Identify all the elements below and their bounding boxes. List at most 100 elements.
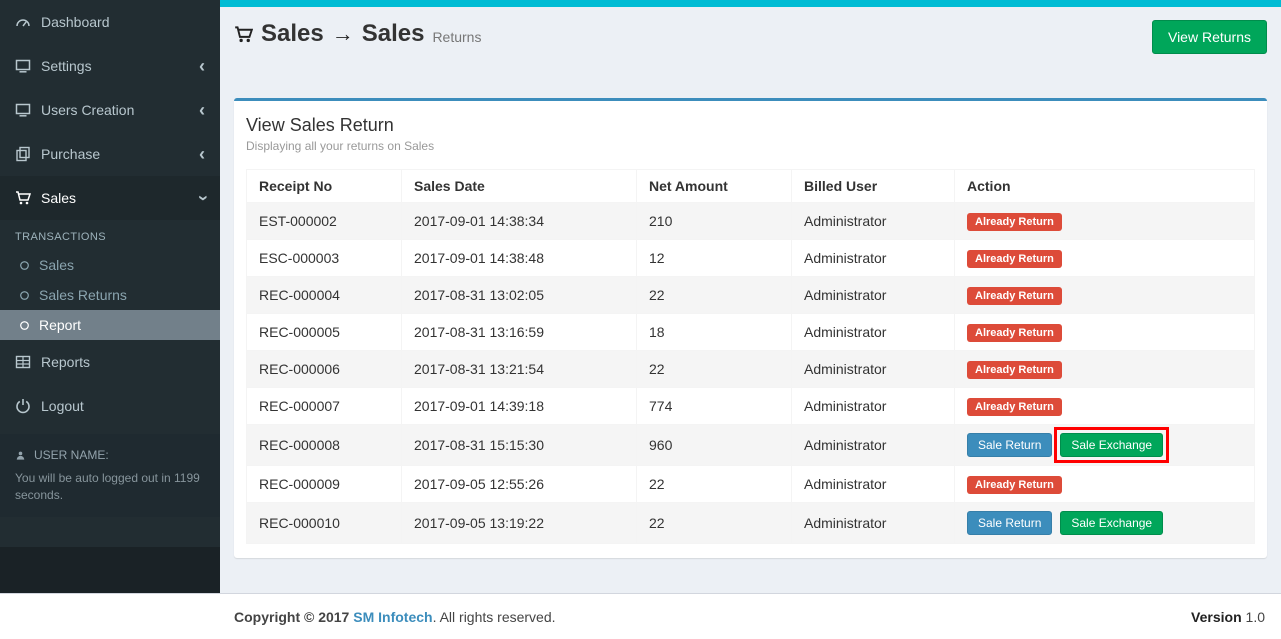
cell-billed-user: Administrator [791, 276, 955, 314]
cell-receipt-no: EST-000002 [246, 202, 402, 240]
copyright-text: Copyright © 2017 SM Infotech. All rights… [234, 609, 556, 625]
cell-sales-date: 2017-09-01 14:39:18 [401, 387, 637, 425]
cell-net-amount: 12 [636, 239, 792, 277]
table-header-row: Receipt No Sales Date Net Amount Billed Use… [246, 169, 1255, 203]
company-link[interactable]: SM Infotech [353, 608, 433, 625]
cell-receipt-no: ESC-000003 [246, 239, 402, 277]
cell-action: Already Return [954, 202, 1255, 240]
cart-icon [234, 25, 253, 44]
cell-net-amount: 210 [636, 202, 792, 240]
sidebar-footer-strip [0, 547, 220, 593]
cell-billed-user: Administrator [791, 387, 955, 425]
cell-receipt-no: REC-000009 [246, 465, 402, 503]
card-subtitle: Displaying all your returns on Sales [246, 139, 435, 153]
sidebar-item-settings[interactable]: Settings ‹ [0, 44, 220, 88]
column-header: Receipt No [246, 169, 402, 203]
transactions-section-header: TRANSACTIONS [15, 231, 106, 243]
already-return-badge: Already Return [967, 323, 1062, 342]
cell-action: Already Return [954, 387, 1255, 425]
sidebar-item-label: Logout [41, 398, 84, 414]
cell-billed-user: Administrator [791, 424, 955, 466]
cell-receipt-no: REC-000008 [246, 424, 402, 466]
cell-billed-user: Administrator [791, 202, 955, 240]
table-row: REC-000006 2017-08-31 13:21:54 22 Administr… [246, 350, 1255, 388]
sidebar-subitem-label: Sales [39, 257, 75, 273]
table-row: REC-000009 2017-09-05 12:55:26 22 Administr… [246, 465, 1255, 503]
already-return-badge: Already Return [967, 286, 1062, 305]
cell-net-amount: 22 [636, 502, 792, 544]
topbar-accent [220, 0, 1281, 7]
dashboard-icon [15, 14, 31, 30]
card-title: View Sales Return [246, 115, 394, 135]
cart-icon [15, 190, 31, 206]
cell-billed-user: Administrator [791, 350, 955, 388]
circle-icon [19, 290, 30, 301]
already-return-badge: Already Return [967, 249, 1062, 268]
cell-sales-date: 2017-08-31 15:15:30 [401, 424, 637, 466]
sales-returns-table: Receipt No Sales Date Net Amount Billed Use… [246, 169, 1255, 544]
chevron-left-icon: ‹ [199, 100, 205, 120]
table-row: ESC-000003 2017-09-01 14:38:48 12 Administr… [246, 239, 1255, 277]
cell-net-amount: 960 [636, 424, 792, 466]
arrow-right-icon: → [331, 21, 354, 46]
cell-billed-user: Administrator [791, 465, 955, 503]
cell-billed-user: Administrator [791, 239, 955, 277]
already-return-badge: Already Return [967, 212, 1062, 231]
table-row: REC-000008 2017-08-31 15:15:30 960 Administ… [246, 424, 1255, 466]
already-return-badge: Already Return [967, 360, 1062, 379]
sidebar-item-dashboard[interactable]: Dashboard [0, 0, 220, 44]
cell-action: Sale Return Sale Exchange [954, 502, 1255, 544]
circle-icon [19, 260, 30, 271]
cell-sales-date: 2017-09-05 13:19:22 [401, 502, 637, 544]
sale-return-button[interactable]: Sale Return [967, 433, 1053, 457]
copyright-suffix: . All rights reserved. [432, 608, 556, 625]
breadcrumb-sales[interactable]: Sales [261, 20, 324, 47]
cell-action: Already Return [954, 313, 1255, 351]
main-content: Sales → Sales Returns View Returns View … [220, 0, 1281, 593]
sidebar-subitem-report[interactable]: Report [0, 310, 220, 340]
auto-logout-notice: You will be auto logged out in 1199 seco… [15, 471, 200, 503]
cell-receipt-no: REC-000005 [246, 313, 402, 351]
user-panel: USER NAME: You will be auto logged out i… [0, 434, 220, 517]
sale-exchange-button[interactable]: Sale Exchange [1060, 511, 1164, 535]
column-header: Action [954, 169, 1255, 203]
user-icon [15, 450, 26, 461]
version-value: 1.0 [1245, 608, 1265, 625]
cell-receipt-no: REC-000006 [246, 350, 402, 388]
view-returns-button[interactable]: View Returns [1151, 20, 1267, 54]
cell-action: Already Return [954, 350, 1255, 388]
chevron-down-icon: ‹ [192, 195, 212, 201]
table-row: REC-000005 2017-08-31 13:16:59 18 Administr… [246, 313, 1255, 351]
cell-action: Sale Return Sale Exchange [954, 424, 1255, 466]
copy-icon [15, 146, 31, 162]
sale-return-button[interactable]: Sale Return [967, 511, 1053, 535]
breadcrumb-returns-small: Returns [432, 29, 482, 45]
breadcrumb-sales-returns: Sales [361, 20, 425, 47]
cell-net-amount: 22 [636, 350, 792, 388]
sale-exchange-button[interactable]: Sale Exchange [1060, 433, 1164, 457]
sidebar-item-label: Settings [41, 58, 92, 74]
column-header: Sales Date [401, 169, 637, 203]
footer: Copyright © 2017 SM Infotech. All rights… [0, 593, 1281, 639]
cell-billed-user: Administrator [791, 313, 955, 351]
sidebar-item-logout[interactable]: Logout [0, 384, 220, 428]
sidebar-item-label: Dashboard [41, 14, 110, 30]
version-text: Version 1.0 [1191, 609, 1265, 625]
circle-icon [19, 320, 30, 331]
sidebar-item-reports[interactable]: Reports [0, 340, 220, 384]
sidebar-subitem-sales-returns[interactable]: Sales Returns [0, 280, 220, 310]
sidebar-item-purchase[interactable]: Purchase ‹ [0, 132, 220, 176]
already-return-badge: Already Return [967, 397, 1062, 416]
sidebar-item-sales[interactable]: Sales ‹ [0, 176, 220, 220]
desktop-icon [15, 102, 31, 118]
user-name-label: USER NAME: [34, 448, 109, 462]
table-row: EST-000002 2017-09-01 14:38:34 210 Administ… [246, 202, 1255, 240]
sidebar-subitem-sales[interactable]: Sales [0, 250, 220, 280]
sidebar-item-users-creation[interactable]: Users Creation ‹ [0, 88, 220, 132]
cell-billed-user: Administrator [791, 502, 955, 544]
sidebar-subitem-label: Report [39, 317, 82, 333]
cell-net-amount: 18 [636, 313, 792, 351]
copyright-prefix: Copyright © 2017 [234, 608, 354, 625]
cell-sales-date: 2017-09-01 14:38:34 [401, 202, 637, 240]
